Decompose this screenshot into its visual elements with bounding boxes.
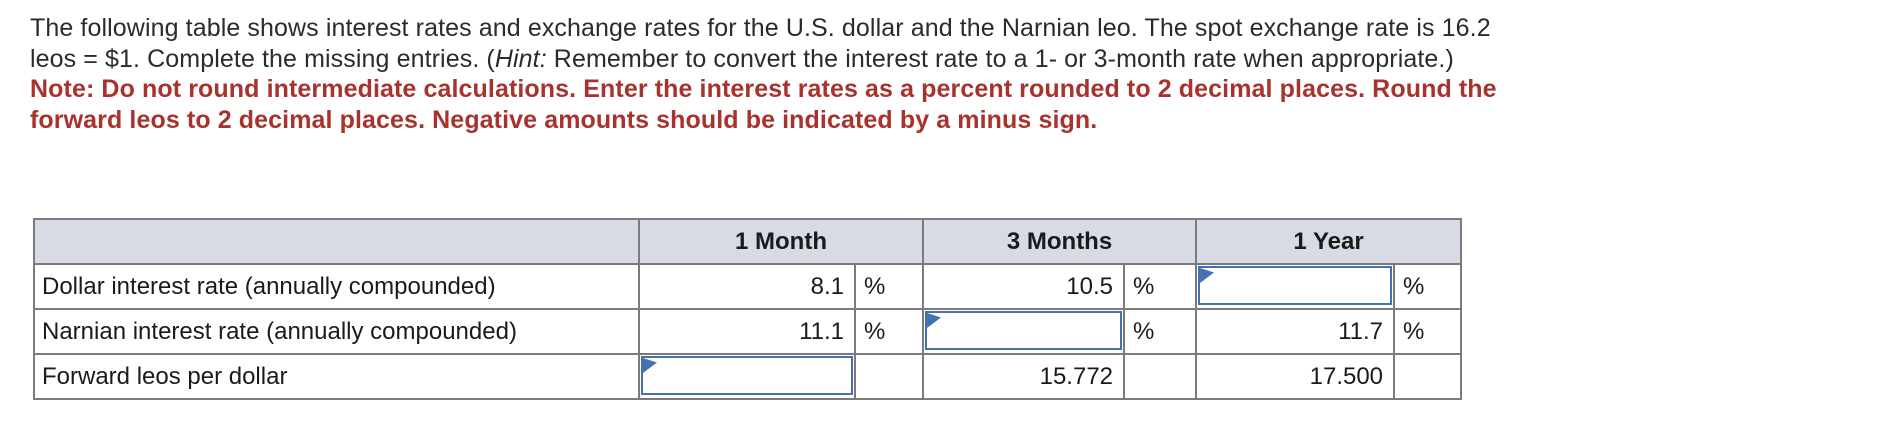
cell-dollar-rate-1year xyxy=(1195,263,1396,310)
intro-line-2-pre: leos = $1. Complete the missing entries.… xyxy=(30,44,495,73)
unit-empty-cell xyxy=(1393,353,1463,400)
intro-line-2-post: Remember to convert the interest rate to… xyxy=(546,44,1454,73)
column-header-1-year: 1 Year xyxy=(1195,218,1463,265)
row-label-dollar-rate: Dollar interest rate (annually compounde… xyxy=(33,263,640,310)
cell-narnian-rate-1month: 11.1 xyxy=(638,308,856,355)
forward-leos-1month-input[interactable] xyxy=(643,358,851,393)
percent-cell: % xyxy=(1123,263,1198,310)
cell-narnian-rate-1year: 11.7 xyxy=(1195,308,1396,355)
note-line-2: forward leos to 2 decimal places. Negati… xyxy=(30,105,1098,134)
rates-table: 1 Month 3 Months 1 Year Dollar interest … xyxy=(33,218,1463,400)
cell-dollar-rate-3months: 10.5 xyxy=(922,263,1126,310)
note-line-1: Note: Do not round intermediate calculat… xyxy=(30,75,1497,103)
column-header-1-month: 1 Month xyxy=(637,218,925,265)
unit-empty-cell xyxy=(853,353,925,400)
cell-forward-leos-1month xyxy=(638,353,856,400)
intro-line-1: The following table shows interest rates… xyxy=(30,14,1491,42)
intro-line-2: leos = $1. Complete the missing entries.… xyxy=(30,44,1904,75)
dollar-rate-1year-input[interactable] xyxy=(1200,268,1391,303)
active-input-box xyxy=(1198,266,1393,305)
percent-cell: % xyxy=(1393,308,1463,355)
percent-cell: % xyxy=(1393,263,1463,310)
table-row-narnian-rate: Narnian interest rate (annually compound… xyxy=(33,308,1463,355)
percent-cell: % xyxy=(1123,308,1198,355)
percent-cell: % xyxy=(853,308,925,355)
table-row-forward-leos: Forward leos per dollar 15.772 17.500 xyxy=(33,353,1463,400)
header-empty-cell xyxy=(33,218,640,265)
unit-empty-cell xyxy=(1123,353,1198,400)
question-text: The following table shows interest rates… xyxy=(0,0,1904,135)
percent-cell: % xyxy=(853,263,925,310)
row-label-forward-leos: Forward leos per dollar xyxy=(33,353,640,400)
row-label-narnian-rate: Narnian interest rate (annually compound… xyxy=(33,308,640,355)
active-input-box xyxy=(641,356,853,395)
active-input-box xyxy=(925,311,1123,350)
table-header-row: 1 Month 3 Months 1 Year xyxy=(33,218,1463,265)
hint-label: Hint: xyxy=(494,44,547,73)
cell-forward-leos-1year: 17.500 xyxy=(1195,353,1396,400)
table-row-dollar-rate: Dollar interest rate (annually compounde… xyxy=(33,263,1463,310)
cell-forward-leos-3months: 15.772 xyxy=(922,353,1126,400)
cell-narnian-rate-3months xyxy=(922,308,1126,355)
narnian-rate-3months-input[interactable] xyxy=(927,313,1121,348)
column-header-3-months: 3 Months xyxy=(922,218,1198,265)
cell-dollar-rate-1month: 8.1 xyxy=(638,263,856,310)
